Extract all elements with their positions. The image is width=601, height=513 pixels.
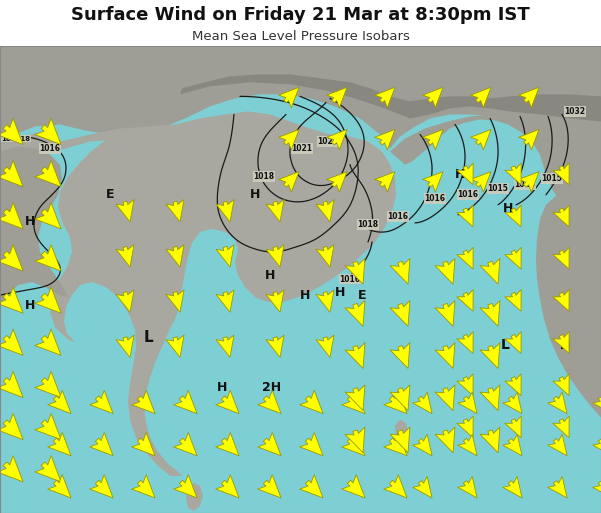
Text: 1021: 1021 [291, 144, 313, 153]
Polygon shape [180, 74, 601, 122]
Text: H: H [25, 299, 35, 312]
Text: 1016: 1016 [457, 190, 478, 199]
Text: 1016: 1016 [40, 144, 61, 153]
Polygon shape [395, 420, 408, 440]
Text: 1016: 1016 [424, 194, 445, 203]
Polygon shape [0, 111, 396, 476]
Text: H: H [300, 289, 310, 302]
Text: 1018: 1018 [358, 221, 379, 229]
Text: 2H: 2H [263, 381, 281, 394]
Text: H: H [455, 168, 465, 181]
Text: 1032: 1032 [564, 107, 585, 116]
Polygon shape [390, 114, 601, 242]
Text: E: E [358, 289, 366, 302]
Text: H: H [335, 286, 345, 299]
Text: H: H [25, 215, 35, 228]
Text: 1016: 1016 [340, 274, 361, 284]
Polygon shape [536, 174, 601, 418]
Polygon shape [186, 483, 203, 511]
Text: H: H [503, 202, 513, 215]
Text: H: H [560, 339, 570, 352]
Text: H: H [217, 381, 227, 394]
Text: 1016: 1016 [388, 212, 409, 221]
Text: E: E [106, 188, 114, 201]
Text: H: H [250, 188, 260, 201]
Text: 1024: 1024 [317, 137, 338, 146]
Polygon shape [0, 46, 601, 149]
Text: 1015: 1015 [514, 180, 535, 189]
Text: 101618: 101618 [1, 135, 31, 142]
Text: 1018: 1018 [254, 172, 275, 181]
Text: H: H [265, 269, 275, 282]
Text: Surface Wind on Friday 21 Mar at 8:30pm IST: Surface Wind on Friday 21 Mar at 8:30pm … [71, 6, 530, 24]
Polygon shape [0, 147, 68, 307]
Text: L: L [501, 339, 510, 352]
Text: 1015: 1015 [542, 174, 563, 183]
Text: Mean Sea Level Pressure Isobars: Mean Sea Level Pressure Isobars [192, 30, 409, 43]
Text: 1015: 1015 [487, 184, 508, 193]
Text: L: L [143, 330, 153, 345]
